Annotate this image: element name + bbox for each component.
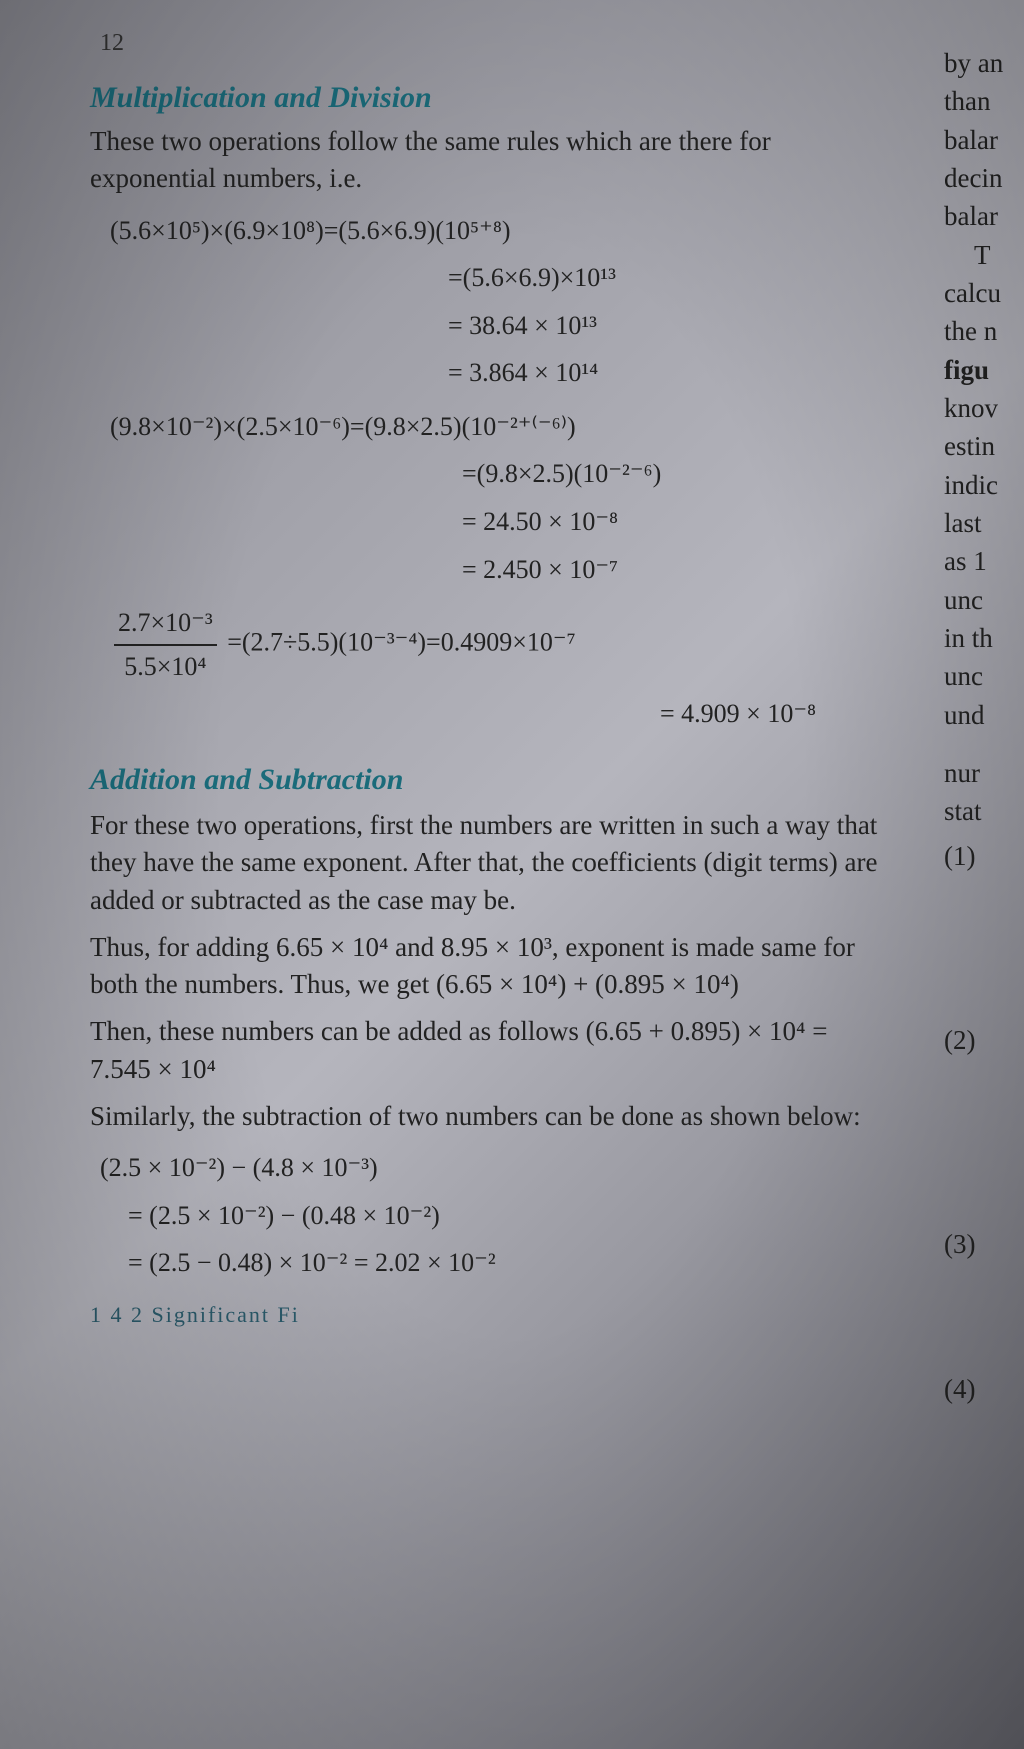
margin-text: as 1 [944, 542, 1024, 580]
fraction: 2.7×10⁻³ 5.5×10⁴ [114, 602, 217, 687]
eq1-line3: = 38.64 × 10¹³ [110, 305, 930, 347]
footer-fragment: 1 4 2 Significant Fi [90, 1302, 1024, 1328]
margin-text: in th [944, 619, 1024, 657]
addition-p1: For these two operations, first the numb… [90, 807, 880, 919]
margin-text: indic [944, 466, 1024, 504]
eq3-line2: = 4.909 × 10⁻⁸ [110, 693, 930, 735]
margin-text: und [944, 696, 1024, 734]
eq2-line1: (9.8×10⁻²)×(2.5×10⁻⁶)=(9.8×2.5)(10⁻²⁺⁽⁻⁶… [110, 406, 930, 448]
addition-p4: Similarly, the subtraction of two number… [90, 1098, 880, 1135]
eq4-line1: (2.5 × 10⁻²) − (4.8 × 10⁻³) [100, 1147, 920, 1189]
eq3-rhs: =(2.7÷5.5)(10⁻³⁻⁴)=0.4909×10⁻⁷ [227, 628, 576, 657]
section-heading-multiplication: Multiplication and Division [90, 81, 1024, 115]
eq1-line4: = 3.864 × 10¹⁴ [110, 352, 930, 394]
margin-number: (1) [944, 837, 1024, 875]
margin-text: unc [944, 657, 1024, 695]
equation-block-3: 2.7×10⁻³ 5.5×10⁴ =(2.7÷5.5)(10⁻³⁻⁴)=0.49… [110, 602, 930, 735]
eq1-line1: (5.6×10⁵)×(6.9×10⁸)=(5.6×6.9)(10⁵⁺⁸) [110, 210, 930, 252]
margin-text: calcu [944, 274, 1024, 312]
eq1-line2: =(5.6×6.9)×10¹³ [110, 257, 930, 299]
equation-block-2: (9.8×10⁻²)×(2.5×10⁻⁶)=(9.8×2.5)(10⁻²⁺⁽⁻⁶… [110, 406, 930, 590]
equation-block-1: (5.6×10⁵)×(6.9×10⁸)=(5.6×6.9)(10⁵⁺⁸) =(5… [110, 210, 930, 394]
margin-text: balar [944, 197, 1024, 235]
eq2-line3: = 24.50 × 10⁻⁸ [110, 501, 930, 543]
intro-paragraph: These two operations follow the same rul… [90, 123, 880, 198]
section-heading-addition: Addition and Subtraction [90, 763, 1024, 797]
margin-text: by an [944, 44, 1024, 82]
fraction-denominator: 5.5×10⁴ [114, 646, 217, 688]
margin-text: stat [944, 792, 1024, 830]
margin-text: the n [944, 312, 1024, 350]
margin-text: nur [944, 754, 1024, 792]
margin-number: (2) [944, 1021, 1024, 1059]
addition-p3: Then, these numbers can be added as foll… [90, 1013, 880, 1088]
right-margin-column: by an than balar decin balar T calcu the… [944, 44, 1024, 1408]
addition-p2: Thus, for adding 6.65 × 10⁴ and 8.95 × 1… [90, 929, 880, 1004]
eq2-line4: = 2.450 × 10⁻⁷ [110, 549, 930, 591]
eq4-line2: = (2.5 × 10⁻²) − (0.48 × 10⁻²) [100, 1195, 920, 1237]
textbook-page: 12 Multiplication and Division These two… [0, 0, 1024, 1749]
margin-text: unc [944, 581, 1024, 619]
margin-text: decin [944, 159, 1024, 197]
margin-text: than [944, 82, 1024, 120]
page-number: 12 [100, 30, 1024, 57]
equation-block-4: (2.5 × 10⁻²) − (4.8 × 10⁻³) = (2.5 × 10⁻… [100, 1147, 920, 1284]
margin-text: T [944, 236, 1024, 274]
margin-number: (4) [944, 1370, 1024, 1408]
margin-text: figu [944, 351, 1024, 389]
fraction-numerator: 2.7×10⁻³ [114, 602, 217, 646]
margin-text: knov [944, 389, 1024, 427]
margin-text: balar [944, 121, 1024, 159]
margin-text: estin [944, 427, 1024, 465]
eq3-line1: 2.7×10⁻³ 5.5×10⁴ =(2.7÷5.5)(10⁻³⁻⁴)=0.49… [110, 602, 930, 687]
margin-number: (3) [944, 1225, 1024, 1263]
margin-text: last [944, 504, 1024, 542]
eq4-line3: = (2.5 − 0.48) × 10⁻² = 2.02 × 10⁻² [100, 1242, 920, 1284]
eq2-line2: =(9.8×2.5)(10⁻²⁻⁶) [110, 453, 930, 495]
